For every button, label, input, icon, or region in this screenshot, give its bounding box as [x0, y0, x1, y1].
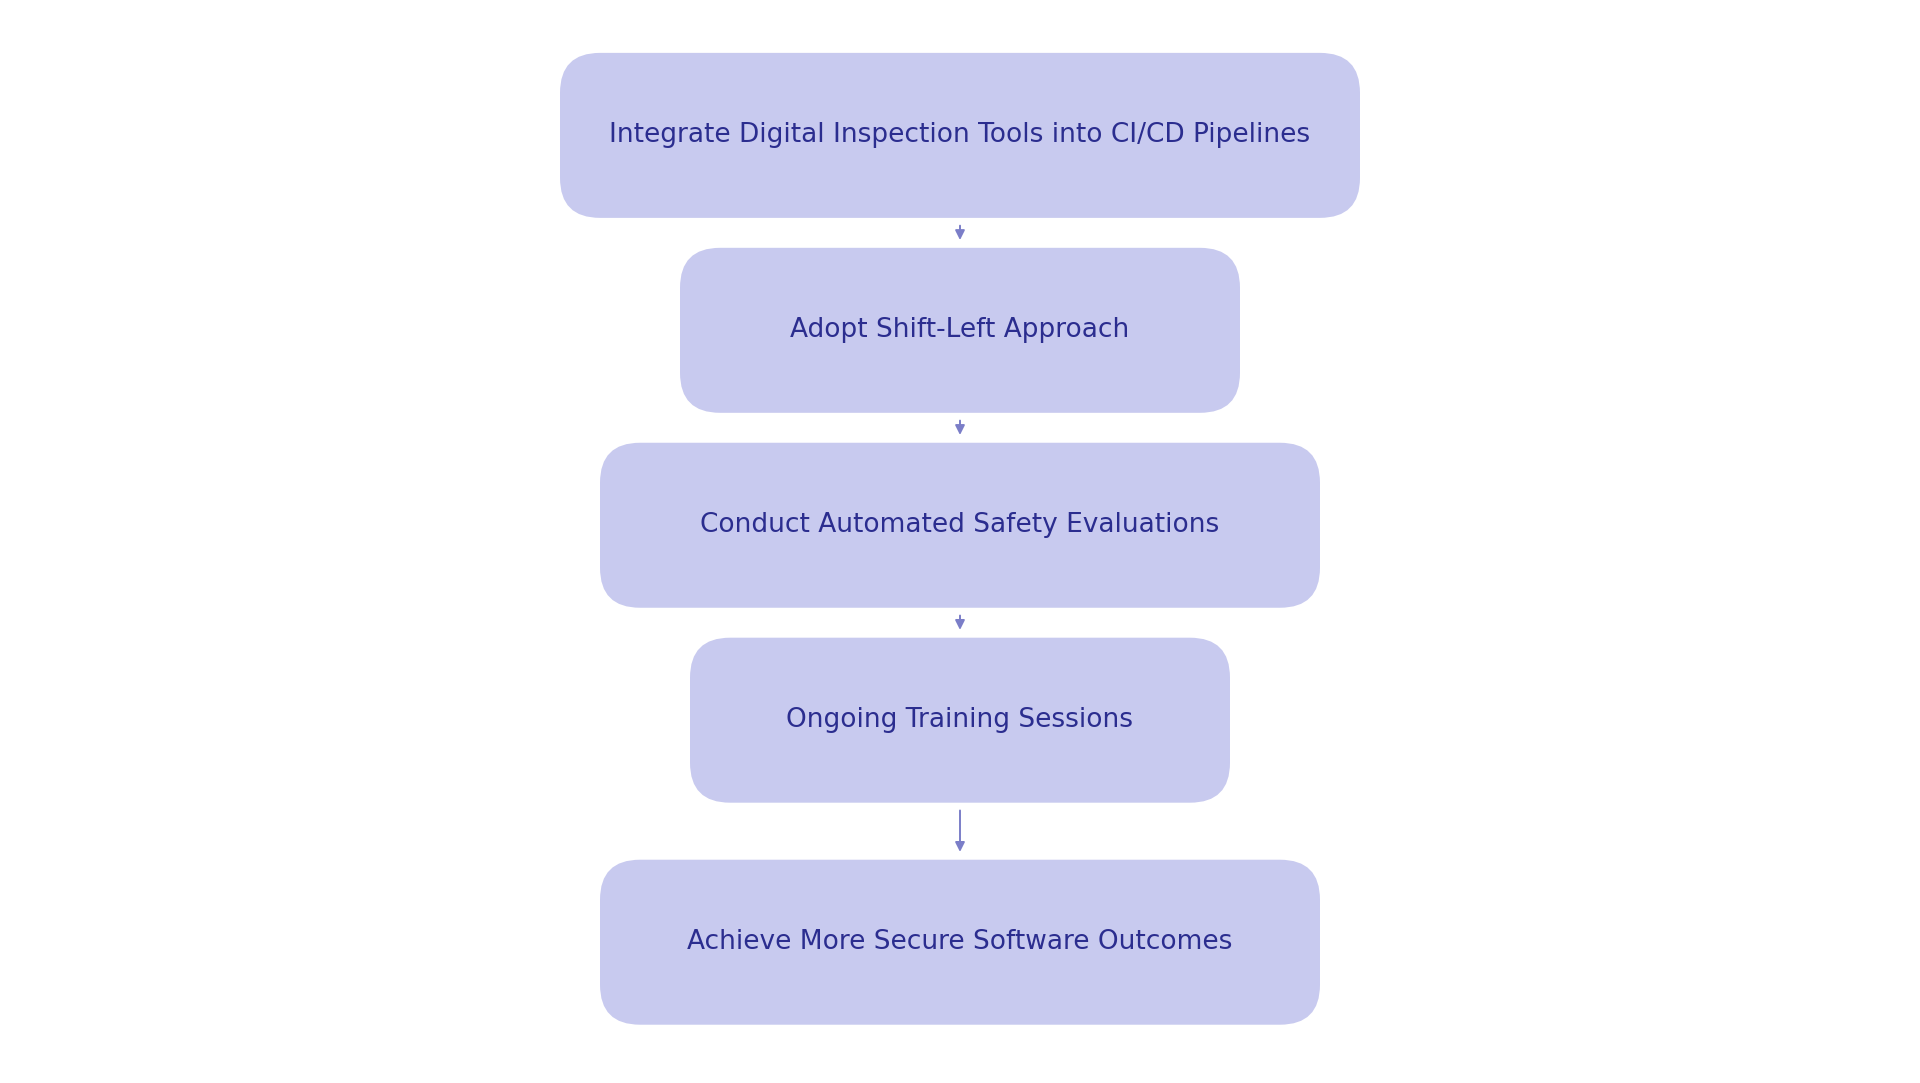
FancyBboxPatch shape	[599, 860, 1321, 1025]
Text: Achieve More Secure Software Outcomes: Achieve More Secure Software Outcomes	[687, 929, 1233, 955]
FancyBboxPatch shape	[561, 53, 1359, 218]
Text: Adopt Shift-Left Approach: Adopt Shift-Left Approach	[791, 317, 1129, 343]
FancyBboxPatch shape	[689, 638, 1231, 803]
FancyBboxPatch shape	[680, 248, 1240, 413]
Text: Conduct Automated Safety Evaluations: Conduct Automated Safety Evaluations	[701, 512, 1219, 538]
Text: Integrate Digital Inspection Tools into CI/CD Pipelines: Integrate Digital Inspection Tools into …	[609, 122, 1311, 148]
FancyBboxPatch shape	[599, 443, 1321, 608]
Text: Ongoing Training Sessions: Ongoing Training Sessions	[787, 707, 1133, 733]
